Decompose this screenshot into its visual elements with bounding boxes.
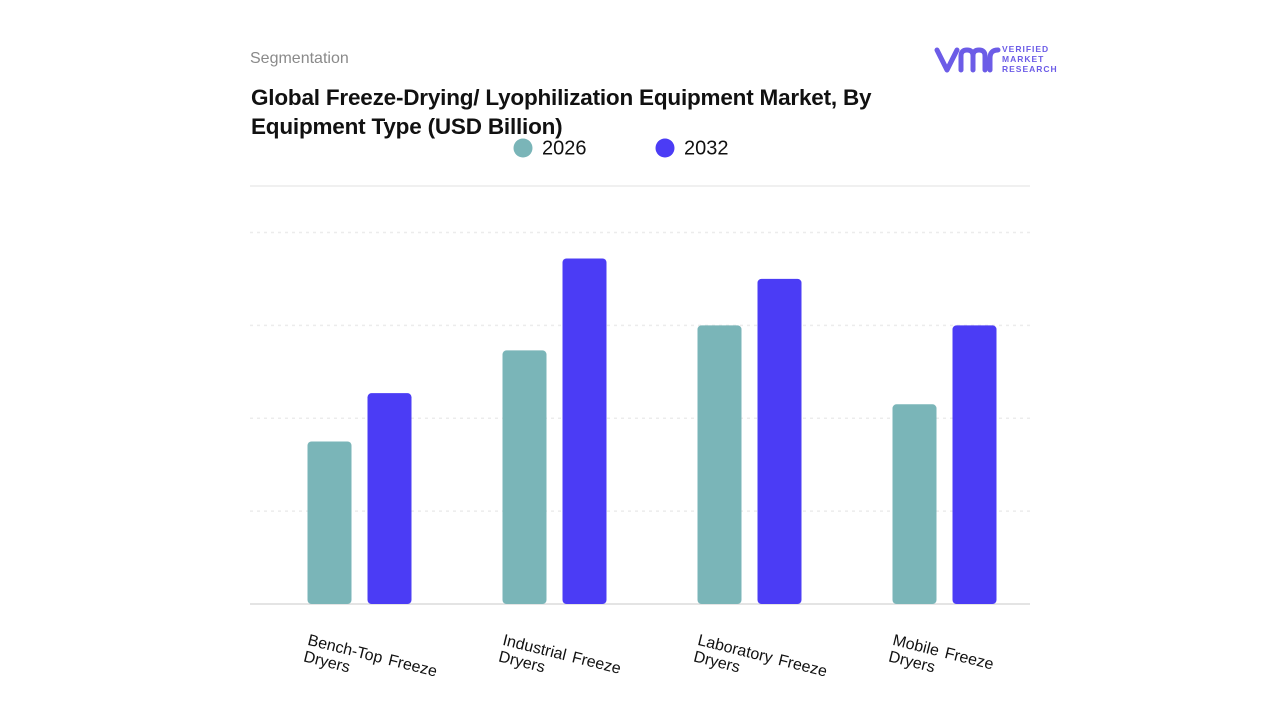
legend-label: 2032 <box>684 137 729 159</box>
bar <box>952 325 997 604</box>
bar <box>502 350 547 604</box>
bar <box>307 441 352 604</box>
logo-word: VERIFIED <box>1002 44 1049 54</box>
chart-title: Global Freeze-Drying/ Lyophilization Equ… <box>251 85 872 139</box>
logo-word: MARKET <box>1002 54 1044 64</box>
bar <box>367 393 412 604</box>
bar <box>562 258 607 604</box>
logo: VERIFIED MARKET RESEARCH <box>934 44 1058 74</box>
logo-mark <box>934 47 960 73</box>
legend-marker <box>513 138 533 158</box>
logo-mark <box>958 47 988 73</box>
bar <box>697 325 742 604</box>
bar <box>757 278 802 604</box>
logo-word: RESEARCH <box>1002 64 1058 74</box>
section-label: Segmentation <box>250 50 349 67</box>
bar <box>892 404 937 604</box>
legend-marker <box>655 138 675 158</box>
logo-mark <box>987 47 1001 73</box>
legend-label: 2026 <box>542 137 587 159</box>
